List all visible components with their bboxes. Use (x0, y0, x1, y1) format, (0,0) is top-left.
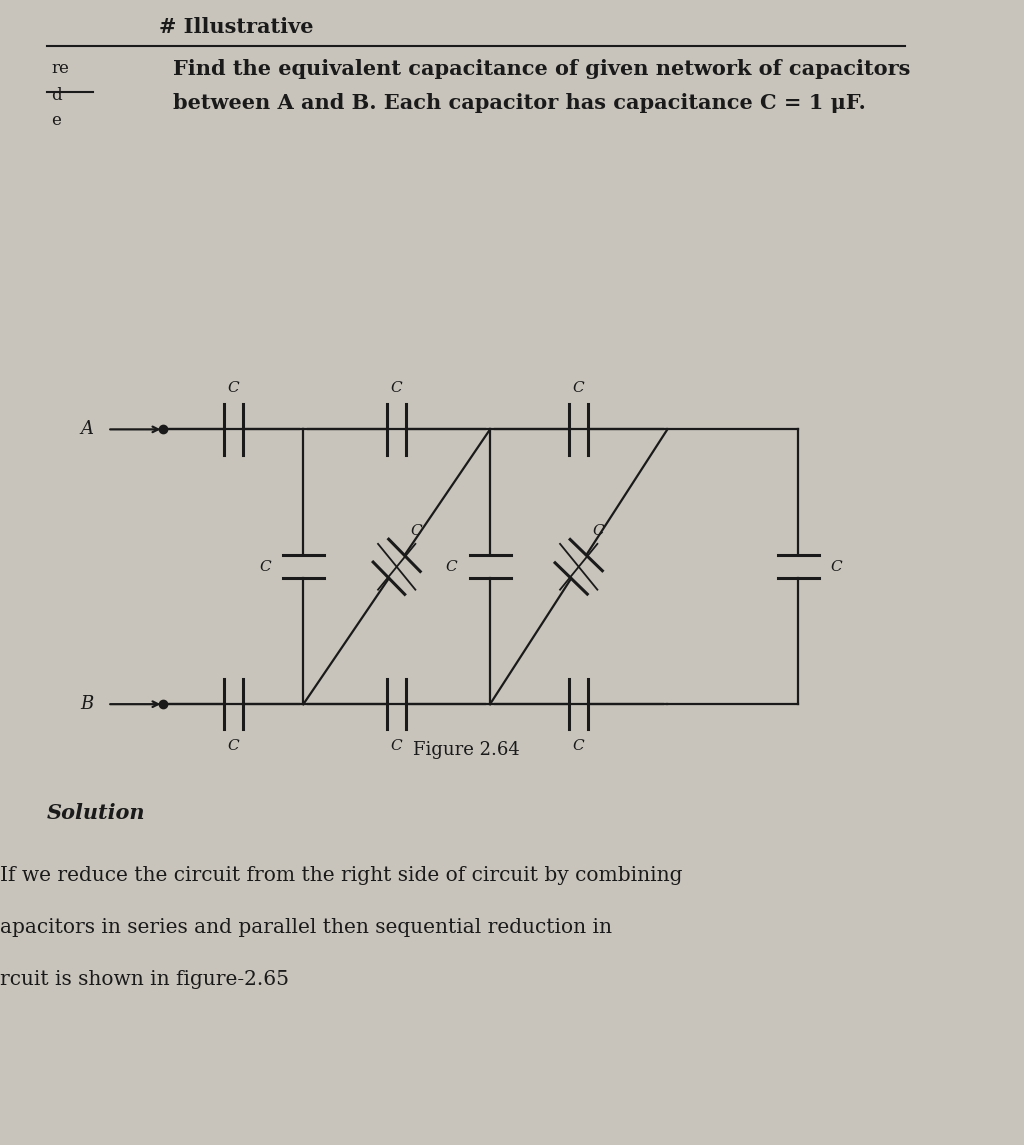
Text: C: C (227, 381, 240, 395)
Text: C: C (830, 560, 843, 574)
Text: C: C (572, 381, 585, 395)
Text: C: C (593, 524, 604, 538)
Text: Solution: Solution (47, 803, 145, 823)
Text: between A and B. Each capacitor has capacitance C = 1 μF.: between A and B. Each capacitor has capa… (173, 93, 865, 113)
Text: A: A (80, 420, 93, 439)
Text: ́rcuit is shown in figure-2.65: ́rcuit is shown in figure-2.65 (0, 969, 289, 989)
Text: C: C (411, 524, 422, 538)
Text: # Illustrative: # Illustrative (159, 17, 313, 37)
Text: If we reduce the circuit from the right side of circuit by combining: If we reduce the circuit from the right … (0, 867, 683, 885)
Text: C: C (259, 560, 270, 574)
Text: Find the equivalent capacitance of given network of capacitors: Find the equivalent capacitance of given… (173, 58, 910, 79)
Text: re: re (51, 61, 70, 77)
Text: C: C (391, 381, 402, 395)
Text: C: C (227, 739, 240, 752)
Text: e: e (51, 112, 61, 128)
Text: C: C (572, 739, 585, 752)
Text: Figure 2.64: Figure 2.64 (414, 741, 520, 759)
Text: C: C (445, 560, 458, 574)
Text: d: d (51, 87, 62, 103)
Text: C: C (391, 739, 402, 752)
Text: apacitors in series and parallel then sequential reduction in: apacitors in series and parallel then se… (0, 918, 612, 937)
Text: B: B (80, 695, 93, 713)
